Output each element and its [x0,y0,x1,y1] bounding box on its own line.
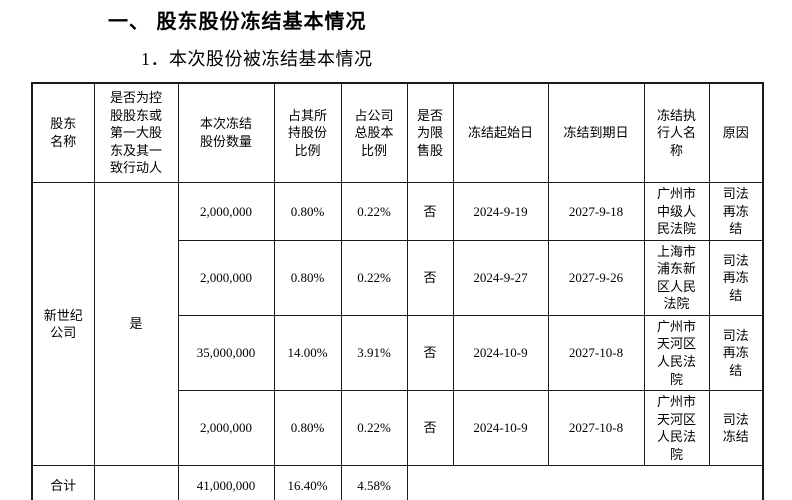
cell-executor: 广州市 中级人 民法院 [643,182,710,241]
cell-freeze-end: 2027-9-18 [547,182,645,241]
table-row: 2,000,000 0.80% 0.22% 否 2024-10-9 2027-1… [32,390,764,467]
cell-reason: 司法 再冻 结 [708,314,764,392]
cell-reason: 司法 冻结 [708,390,764,467]
table-row: 35,000,000 14.00% 3.91% 否 2024-10-9 2027… [32,314,764,392]
col-header-reason: 原因 [708,82,764,184]
cell-freeze-start: 2024-10-9 [452,314,549,392]
cell-is-controlling: 是 [93,182,179,467]
col-header-pct-of-total: 占公司 总股本 比例 [340,82,408,184]
cell-freeze-start: 2024-10-9 [452,390,549,467]
table-row: 2,000,000 0.80% 0.22% 否 2024-9-27 2027-9… [32,239,764,316]
col-header-shareholder-name: 股东 名称 [31,82,95,184]
table-row: 新世纪 公司 是 2,000,000 0.80% 0.22% 否 2024-9-… [31,182,764,467]
cell-reason: 司法 再冻 结 [708,239,764,316]
cell-pct-total: 3.91% [340,314,408,392]
cell-pct-total: 0.22% [340,182,408,241]
cell-freeze-end: 2027-9-26 [547,239,645,316]
cell-total-merged-empty [406,465,764,500]
cell-pct-total: 0.22% [340,390,408,467]
cell-executor: 上海市 浦东新 区人民 法院 [643,239,710,316]
cell-freeze-start: 2024-9-19 [452,182,549,241]
col-header-freeze-start: 冻结起始日 [452,82,549,184]
cell-pct-held: 0.80% [273,182,342,241]
col-header-is-controlling: 是否为控 股股东或 第一大股 东及其一 致行动人 [93,82,179,184]
cell-restricted: 否 [406,314,454,392]
cell-executor: 广州市 天河区 人民法 院 [643,314,710,392]
cell-total-label: 合计 [31,465,95,500]
subsection-title: 1．本次股份被冻结基本情况 [141,49,373,69]
cell-total-pct-held: 16.40% [273,465,342,500]
table-total-row: 合计 41,000,000 16.40% 4.58% [31,465,764,500]
cell-shareholder-name: 新世纪 公司 [31,182,95,467]
cell-restricted: 否 [406,239,454,316]
col-header-frozen-quantity: 本次冻结 股份数量 [177,82,275,184]
cell-qty: 2,000,000 [177,182,275,241]
cell-restricted: 否 [406,182,454,241]
cell-qty: 35,000,000 [177,314,275,392]
cell-executor: 广州市 天河区 人民法 院 [643,390,710,467]
col-header-is-restricted: 是否 为限 售股 [406,82,454,184]
cell-freeze-end: 2027-10-8 [547,314,645,392]
section-title: 一、 股东股份冻结基本情况 [108,11,367,33]
cell-total-qty: 41,000,000 [177,465,275,500]
share-freeze-table: 股东 名称 是否为控 股股东或 第一大股 东及其一 致行动人 本次冻结 股份数量… [31,81,764,500]
table-header-row: 股东 名称 是否为控 股股东或 第一大股 东及其一 致行动人 本次冻结 股份数量… [31,82,764,184]
cell-freeze-start: 2024-9-27 [452,239,549,316]
cell-qty: 2,000,000 [177,239,275,316]
cell-freeze-end: 2027-10-8 [547,390,645,467]
col-header-freeze-end: 冻结到期日 [547,82,645,184]
cell-pct-held: 0.80% [273,239,342,316]
cell-qty: 2,000,000 [177,390,275,467]
cell-total-controlling-empty [93,465,179,500]
cell-pct-held: 0.80% [273,390,342,467]
cell-pct-total: 0.22% [340,239,408,316]
cell-restricted: 否 [406,390,454,467]
document-page: 一、 股东股份冻结基本情况 1．本次股份被冻结基本情况 股东 名称 是否为控 股… [0,10,792,500]
cell-reason: 司法 再冻 结 [708,182,764,241]
col-header-pct-of-holdings: 占其所 持股份 比例 [273,82,342,184]
cell-total-pct-total: 4.58% [340,465,408,500]
cell-pct-held: 14.00% [273,314,342,392]
col-header-executor-name: 冻结执 行人名 称 [643,82,710,184]
